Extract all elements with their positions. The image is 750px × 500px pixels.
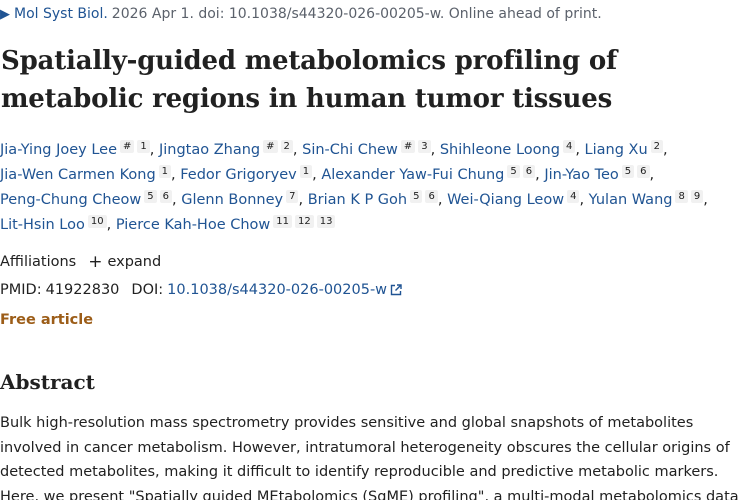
author-separator: , [579,192,589,208]
free-article-badge: Free article [0,312,94,328]
affiliation-marker-button[interactable]: 6 [425,190,438,203]
author-name-link[interactable]: Pierce Kah-Hoe Chow [115,217,271,233]
affiliation-marker-button[interactable]: 5 [410,190,423,203]
author-separator: , [575,142,585,158]
author-item: Jin-Yao Teo 5 6 [544,165,650,183]
external-link-icon[interactable] [390,284,402,296]
affiliation-marker-button[interactable]: 12 [295,215,314,228]
author-item: Alexander Yaw-Fui Chung 5 6 [321,165,536,183]
affiliation-marker-button[interactable]: 13 [316,215,336,228]
author-item: Jia-Ying Joey Lee #1 [0,140,150,158]
author-item: Yulan Wang 8 9 [588,190,704,208]
author-separator: , [437,192,448,208]
affiliations-row: Affiliations + expand [0,252,162,272]
author-separator: , [703,192,708,208]
author-name-link[interactable]: Fedor Grigoryev [180,167,297,183]
pmid-label: PMID: [0,282,42,298]
author-separator: , [292,142,303,158]
affiliation-marker-button[interactable]: 3 [418,140,431,153]
author-item: Peng-Chung Cheow 5 6 [0,190,172,208]
journal-name-link[interactable]: Mol Syst Biol. [14,6,108,22]
author-name-link[interactable]: Glenn Bonney [181,192,284,208]
article-title: Spatially-guided metabolomics profiling … [1,46,617,114]
author-separator: , [149,142,159,158]
author-separator: , [649,167,655,183]
affiliation-marker-button[interactable]: 7 [286,190,299,203]
affiliation-marker-button[interactable]: 2 [650,140,664,153]
pmid-value: 41922830 [45,282,120,298]
journal-citation: ▶ Mol Syst Biol. 2026 Apr 1. doi: 10.103… [0,4,602,24]
doi-label: DOI: [131,282,164,298]
author-item: Glenn Bonney 7 [181,190,299,208]
author-separator: , [298,192,308,208]
author-separator: , [106,217,116,233]
affiliation-marker-button[interactable]: 4 [562,140,576,153]
affiliation-marker-button[interactable]: 5 [621,165,635,178]
author-name-link[interactable]: Jia-Wen Carmen Kong [0,167,156,183]
author-item: Sin-Chi Chew #3 [302,140,431,158]
affiliation-marker-button[interactable]: 1 [299,165,313,178]
expand-affiliations-button[interactable]: expand [107,254,162,270]
identifiers-row: PMID: 41922830 DOI: 10.1038/s44320-026-0… [0,282,402,298]
affiliation-marker-button[interactable]: # [400,140,416,153]
affiliation-marker-button[interactable]: 10 [87,215,107,228]
author-list: Jia-Ying Joey Lee #1, Jingtao Zhang #2, Si… [0,138,748,238]
author-item: Lit-Hsin Loo 10 [0,215,107,233]
author-name-link[interactable]: Brian K P Goh [307,192,408,208]
affiliations-label: Affiliations [0,254,77,270]
author-separator: , [172,192,182,208]
abstract-text: Bulk high-resolution mass spectrometry p… [0,411,750,500]
author-name-link[interactable]: Jin-Yao Teo [544,167,619,183]
journal-meta: 2026 Apr 1. doi: 10.1038/s44320-026-0020… [111,6,602,22]
doi-link[interactable]: 10.1038/s44320-026-00205-w [167,282,388,298]
affiliation-marker-button[interactable]: 11 [273,215,293,228]
author-name-link[interactable]: Wei-Qiang Leow [447,192,565,208]
abstract-line: involved in cancer metabolism. However, … [0,439,730,456]
affiliation-marker-button[interactable]: 1 [137,140,150,153]
author-separator: , [535,167,545,183]
affiliation-marker-button[interactable]: 4 [567,190,580,203]
affiliation-marker-button[interactable]: 6 [159,190,172,203]
author-separator: , [663,142,668,158]
affiliation-marker-button[interactable]: 5 [144,190,157,203]
author-item: Fedor Grigoryev 1 [180,165,313,183]
author-item: Pierce Kah-Hoe Chow 11 12 13 [115,215,336,233]
affiliation-marker-button[interactable]: 2 [280,140,293,153]
author-item: Jingtao Zhang #2 [158,140,293,158]
affiliation-marker-button[interactable]: 1 [158,165,172,178]
author-name-link[interactable]: Liang Xu [584,142,648,158]
author-name-link[interactable]: Yulan Wang [588,192,673,208]
abstract-heading: Abstract [0,370,95,394]
abstract-line: detected metabolites, making it difficul… [0,464,719,480]
affiliation-marker-button[interactable]: 5 [507,165,520,178]
author-name-link[interactable]: Jingtao Zhang [158,142,261,158]
affiliation-marker-button[interactable]: 9 [690,190,704,203]
author-name-link[interactable]: Lit-Hsin Loo [0,217,85,233]
author-separator: , [171,167,181,183]
author-separator: , [312,167,322,183]
author-item: Wei-Qiang Leow 4 [447,190,580,208]
abstract-line: Here, we present "Spatially guided MEtab… [0,488,739,500]
author-name-link[interactable]: Sin-Chi Chew [302,142,398,158]
author-item: Liang Xu 2 [584,140,664,158]
affiliation-marker-button[interactable]: 8 [675,190,688,203]
author-name-link[interactable]: Shihleone Loong [439,142,560,158]
author-name-link[interactable]: Alexander Yaw-Fui Chung [321,167,505,183]
author-item: Brian K P Goh 5 6 [307,190,438,208]
expand-chevron-icon[interactable]: ▶ [0,6,10,22]
author-item: Shihleone Loong 4 [439,140,576,158]
author-item: Jia-Wen Carmen Kong 1 [0,165,172,183]
abstract-line: Bulk high-resolution mass spectrometry p… [0,415,694,431]
affiliation-marker-button[interactable]: 6 [522,165,536,178]
author-name-link[interactable]: Jia-Ying Joey Lee [0,142,117,158]
affiliation-marker-button[interactable]: 6 [637,165,650,178]
plus-icon[interactable]: + [88,252,103,272]
affiliation-marker-button[interactable]: # [120,140,135,153]
author-separator: , [430,142,440,158]
affiliation-marker-button[interactable]: # [263,140,278,153]
author-name-link[interactable]: Peng-Chung Cheow [0,192,142,208]
